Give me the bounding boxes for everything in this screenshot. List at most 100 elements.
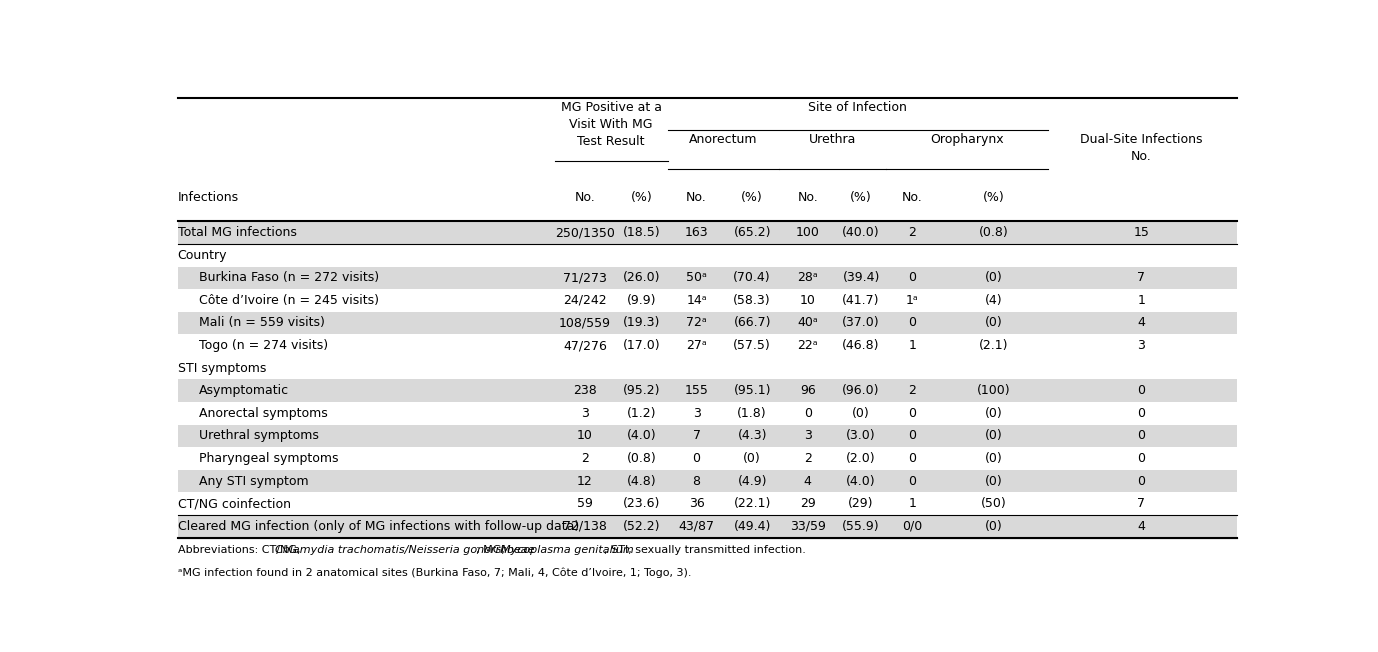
Text: (0): (0) [985, 316, 1002, 329]
Text: Abbreviations: CT/NG,: Abbreviations: CT/NG, [178, 545, 303, 555]
Text: 47/276: 47/276 [564, 339, 606, 352]
Bar [178, 470, 1237, 492]
Text: No.: No. [686, 191, 707, 204]
Text: 33/59: 33/59 [790, 520, 825, 533]
Text: 15: 15 [1134, 226, 1149, 239]
Text: 155: 155 [685, 384, 708, 397]
Text: 59: 59 [577, 497, 593, 511]
Text: 1: 1 [908, 497, 916, 511]
Text: 22ᵃ: 22ᵃ [798, 339, 819, 352]
Text: 3: 3 [582, 407, 588, 420]
Text: (0.8): (0.8) [627, 452, 656, 465]
Text: (4.0): (4.0) [846, 475, 876, 488]
Text: ᵃMG infection found in 2 anatomical sites (Burkina Faso, 7; Mali, 4, Côte d’Ivoi: ᵃMG infection found in 2 anatomical site… [178, 568, 692, 578]
Text: 0: 0 [1137, 407, 1145, 420]
Text: Any STI symptom: Any STI symptom [198, 475, 309, 488]
Text: Mali (n = 559 visits): Mali (n = 559 visits) [198, 316, 325, 329]
Text: Infections: Infections [178, 191, 238, 204]
Text: Chlamydia trachomatis/Neisseria gonorrhoeae: Chlamydia trachomatis/Neisseria gonorrho… [276, 545, 535, 555]
Text: 10: 10 [799, 294, 816, 307]
Text: (4): (4) [985, 294, 1002, 307]
Bar [178, 492, 1237, 515]
Text: (70.4): (70.4) [733, 271, 770, 284]
Text: 10: 10 [577, 430, 593, 443]
Text: (%): (%) [741, 191, 763, 204]
Text: 7: 7 [1137, 271, 1145, 284]
Bar [178, 379, 1237, 402]
Text: (37.0): (37.0) [842, 316, 881, 329]
Text: 0: 0 [908, 430, 916, 443]
Text: STI symptoms: STI symptoms [178, 362, 266, 375]
Text: 4: 4 [1137, 316, 1145, 329]
Text: 108/559: 108/559 [559, 316, 610, 329]
Text: 43/87: 43/87 [678, 520, 715, 533]
Text: Côte d’Ivoire (n = 245 visits): Côte d’Ivoire (n = 245 visits) [198, 294, 379, 307]
Text: 0: 0 [1137, 475, 1145, 488]
Text: 2: 2 [908, 226, 916, 239]
Text: 1ᵃ: 1ᵃ [905, 294, 919, 307]
Text: (4.9): (4.9) [737, 475, 768, 488]
Text: Country: Country [178, 248, 227, 261]
Text: (1.8): (1.8) [737, 407, 768, 420]
Text: 238: 238 [573, 384, 597, 397]
Text: 1: 1 [908, 339, 916, 352]
Text: (95.2): (95.2) [623, 384, 660, 397]
Text: (4.3): (4.3) [737, 430, 768, 443]
Text: (96.0): (96.0) [842, 384, 879, 397]
Text: 100: 100 [795, 226, 820, 239]
Text: 7: 7 [693, 430, 700, 443]
Text: (%): (%) [983, 191, 1005, 204]
Text: 40ᵃ: 40ᵃ [798, 316, 819, 329]
Text: 96: 96 [799, 384, 816, 397]
Text: CT/NG coinfection: CT/NG coinfection [178, 497, 291, 511]
Text: 36: 36 [689, 497, 704, 511]
Text: (29): (29) [849, 497, 874, 511]
Text: (65.2): (65.2) [733, 226, 770, 239]
Text: 72/138: 72/138 [564, 520, 606, 533]
Text: 27ᵃ: 27ᵃ [686, 339, 707, 352]
Text: No.: No. [798, 191, 819, 204]
Bar [178, 515, 1237, 538]
Text: 0: 0 [908, 452, 916, 465]
Text: (95.1): (95.1) [733, 384, 770, 397]
Text: (3.0): (3.0) [846, 430, 876, 443]
Text: 8: 8 [693, 475, 700, 488]
Text: (0): (0) [852, 407, 870, 420]
Text: (0.8): (0.8) [978, 226, 1009, 239]
Text: (0): (0) [743, 452, 761, 465]
Text: 2: 2 [582, 452, 588, 465]
Bar [178, 447, 1237, 470]
Text: (26.0): (26.0) [623, 271, 660, 284]
Text: (18.5): (18.5) [623, 226, 660, 239]
Text: (4.8): (4.8) [627, 475, 656, 488]
Text: 50ᵃ: 50ᵃ [686, 271, 707, 284]
Text: Dual-Site Infections
No.: Dual-Site Infections No. [1080, 134, 1203, 164]
Text: 0: 0 [908, 271, 916, 284]
Text: 3: 3 [1137, 339, 1145, 352]
Bar [178, 221, 1237, 244]
Bar [178, 98, 1237, 538]
Text: Togo (n = 274 visits): Togo (n = 274 visits) [198, 339, 328, 352]
Bar [178, 424, 1237, 447]
Text: MG Positive at a
Visit With MG
Test Result: MG Positive at a Visit With MG Test Resu… [561, 101, 661, 148]
Text: (46.8): (46.8) [842, 339, 879, 352]
Text: 3: 3 [803, 430, 812, 443]
Bar [178, 357, 1237, 379]
Text: 0: 0 [693, 452, 700, 465]
Bar [178, 334, 1237, 357]
Text: (2.0): (2.0) [846, 452, 876, 465]
Text: (58.3): (58.3) [733, 294, 770, 307]
Text: 12: 12 [577, 475, 593, 488]
Text: (0): (0) [985, 271, 1002, 284]
Text: ; STI, sexually transmitted infection.: ; STI, sexually transmitted infection. [605, 545, 806, 555]
Text: (19.3): (19.3) [623, 316, 660, 329]
Text: 71/273: 71/273 [564, 271, 606, 284]
Text: (2.1): (2.1) [978, 339, 1009, 352]
Bar [178, 244, 1237, 267]
Text: 0: 0 [1137, 384, 1145, 397]
Text: Site of Infection: Site of Infection [809, 101, 907, 114]
Text: (22.1): (22.1) [733, 497, 770, 511]
Text: (9.9): (9.9) [627, 294, 656, 307]
Text: (100): (100) [977, 384, 1010, 397]
Text: (0): (0) [985, 452, 1002, 465]
